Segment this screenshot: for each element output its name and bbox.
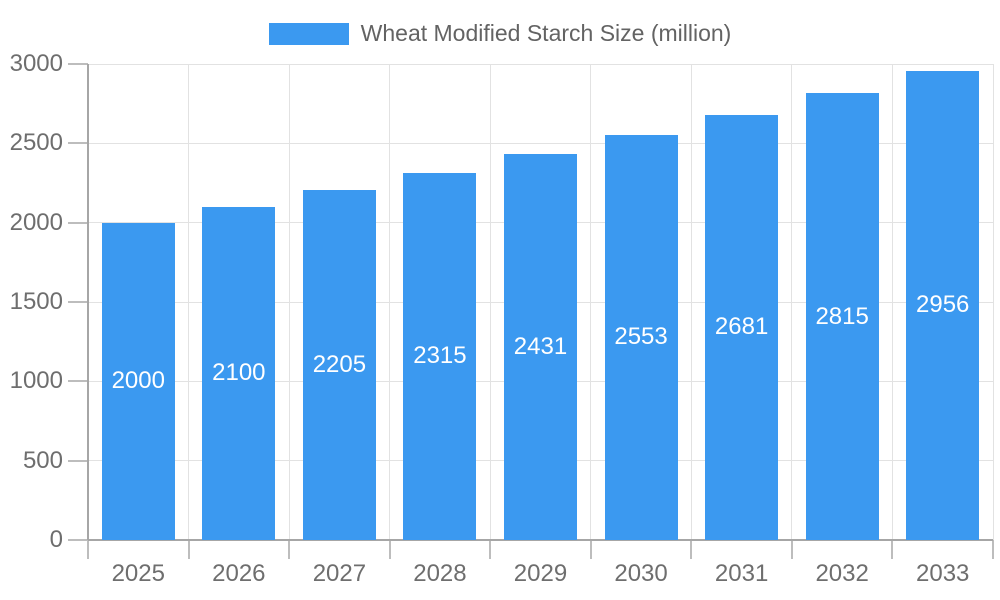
- bar-value-label-2027: 2205: [312, 351, 367, 379]
- gridline-v-8: [891, 64, 893, 540]
- bar-2026: [202, 206, 276, 540]
- x-tick-label-2025: 2025: [111, 560, 165, 587]
- y-tick-2500: [68, 142, 88, 145]
- x-tick-label-2027: 2027: [312, 560, 367, 587]
- gridline-v-1: [188, 64, 190, 540]
- y-tick-0: [68, 539, 88, 541]
- bar-2032: [805, 93, 879, 540]
- bar-2030: [604, 134, 678, 540]
- bar-value-label-2033: 2956: [916, 291, 970, 319]
- x-tick-5: [589, 540, 592, 559]
- gridline-v-6: [690, 64, 692, 540]
- bar-value-label-2026: 2100: [212, 359, 266, 387]
- x-tick-0: [87, 540, 89, 559]
- gridline-h-2500: [88, 142, 993, 144]
- x-tick-7: [790, 540, 793, 559]
- y-tick-label-2500: 2500: [9, 129, 63, 157]
- legend: Wheat Modified Starch Size (million): [0, 20, 1000, 47]
- y-tick-2000: [68, 221, 88, 224]
- x-tick-9: [992, 540, 994, 559]
- x-tick-label-2028: 2028: [413, 560, 467, 587]
- x-tick-1: [187, 540, 190, 559]
- y-tick-label-1500: 1500: [9, 288, 63, 315]
- gridline-v-9: [992, 64, 994, 540]
- bar-value-label-2032: 2815: [815, 302, 869, 330]
- y-tick-label-1000: 1000: [9, 367, 63, 395]
- x-tick-4: [489, 540, 492, 559]
- gridline-v-7: [791, 64, 793, 540]
- bar-value-label-2029: 2431: [513, 333, 568, 361]
- bar-2025: [101, 222, 175, 540]
- y-tick-label-2000: 2000: [9, 208, 63, 236]
- bar-value-label-2031: 2681: [714, 313, 769, 341]
- x-tick-label-2033: 2033: [916, 560, 970, 587]
- x-tick-label-2032: 2032: [815, 560, 869, 587]
- gridline-v-2: [288, 64, 290, 540]
- gridline-h-3000: [88, 63, 993, 65]
- bar-value-label-2030: 2553: [614, 323, 668, 351]
- y-tick-label-3000: 3000: [9, 50, 63, 77]
- bar-2029: [504, 154, 577, 540]
- bar-value-label-2028: 2315: [413, 342, 467, 370]
- x-tick-label-2030: 2030: [614, 560, 668, 587]
- x-tick-8: [891, 540, 894, 559]
- x-tick-2: [288, 540, 291, 559]
- legend-label: Wheat Modified Starch Size (million): [360, 20, 732, 46]
- y-axis-line: [87, 64, 89, 540]
- y-tick-label-0: 0: [49, 526, 63, 553]
- bar-2031: [705, 114, 779, 540]
- y-tick-1500: [68, 301, 88, 303]
- bar-2027: [302, 190, 376, 540]
- x-tick-6: [690, 540, 693, 559]
- x-tick-3: [388, 540, 391, 559]
- x-tick-label-2029: 2029: [513, 560, 568, 587]
- bar-2033: [906, 70, 980, 540]
- bar-2028: [403, 172, 477, 540]
- y-tick-1000: [68, 380, 88, 383]
- gridline-v-4: [489, 64, 491, 540]
- legend-swatch: [268, 22, 349, 45]
- gridline-v-5: [590, 64, 592, 540]
- x-tick-label-2031: 2031: [714, 560, 769, 587]
- y-tick-label-500: 500: [22, 446, 63, 474]
- bar-value-label-2025: 2000: [111, 367, 165, 395]
- y-tick-500: [68, 459, 88, 462]
- y-tick-3000: [68, 63, 88, 65]
- x-axis-line: [88, 539, 993, 541]
- gridline-v-3: [389, 64, 391, 540]
- x-tick-label-2026: 2026: [212, 560, 266, 587]
